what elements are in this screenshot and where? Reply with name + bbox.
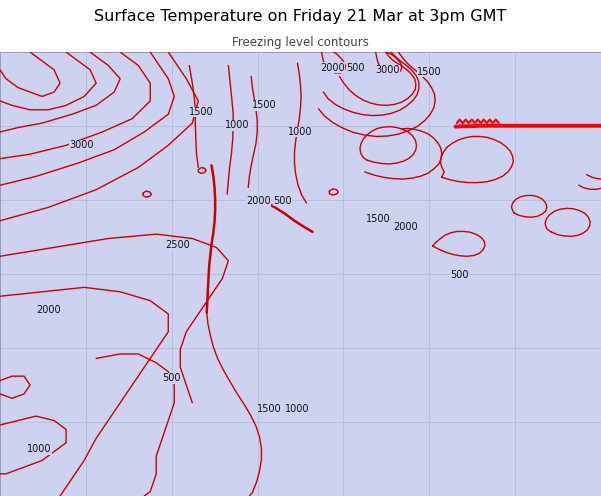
Text: 2000: 2000 — [320, 62, 344, 72]
Text: Freezing level contours: Freezing level contours — [232, 36, 369, 49]
Text: 1000: 1000 — [285, 404, 310, 415]
Text: 1000: 1000 — [288, 127, 313, 137]
Text: 500: 500 — [347, 62, 365, 72]
Text: 1500: 1500 — [189, 107, 213, 117]
Text: 1500: 1500 — [367, 214, 391, 224]
Text: 500: 500 — [451, 270, 469, 280]
Text: 3000: 3000 — [69, 140, 93, 150]
Text: 2500: 2500 — [165, 240, 190, 250]
Text: 500: 500 — [273, 196, 291, 206]
Text: 2000: 2000 — [246, 196, 270, 206]
Text: Surface Temperature on Friday 21 Mar at 3pm GMT: Surface Temperature on Friday 21 Mar at … — [94, 9, 507, 24]
Text: 1500: 1500 — [257, 404, 281, 415]
Text: 1500: 1500 — [252, 100, 276, 110]
Text: 1500: 1500 — [418, 67, 442, 77]
Text: 2000: 2000 — [394, 222, 418, 233]
Text: 2000: 2000 — [36, 305, 60, 314]
Text: 500: 500 — [162, 373, 180, 383]
Text: 1000: 1000 — [27, 444, 51, 454]
Text: 3000: 3000 — [376, 65, 400, 75]
Text: 1000: 1000 — [225, 121, 249, 130]
